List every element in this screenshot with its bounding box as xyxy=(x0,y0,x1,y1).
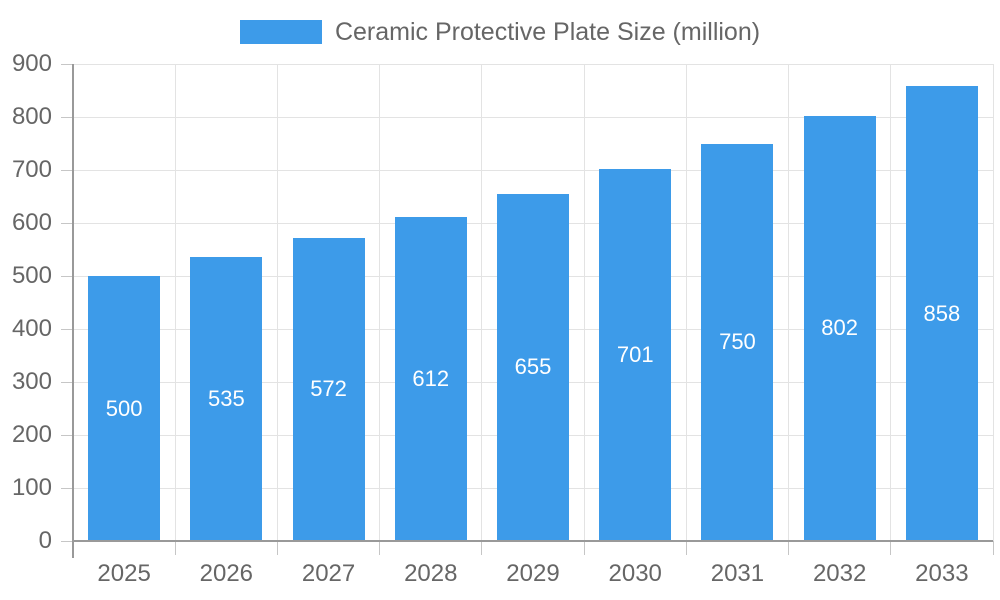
y-tick-label: 500 xyxy=(11,262,52,289)
v-gridline xyxy=(992,64,994,541)
y-axis-tick xyxy=(61,169,73,171)
bar-value-label: 500 xyxy=(105,395,143,421)
x-tick-label: 2031 xyxy=(710,560,765,587)
bar-2027[interactable]: 572 xyxy=(292,237,365,541)
x-tick-label: 2026 xyxy=(199,560,254,587)
x-tick-label: 2028 xyxy=(404,560,458,587)
bar-value-label: 612 xyxy=(412,365,450,391)
h-gridline xyxy=(73,169,993,171)
v-gridline xyxy=(174,64,176,541)
bar-2031[interactable]: 750 xyxy=(701,143,774,541)
bar-value-label: 535 xyxy=(207,386,245,412)
x-axis-tick xyxy=(276,541,278,555)
bar-2025[interactable]: 500 xyxy=(88,276,161,541)
y-axis-tick xyxy=(61,381,73,383)
h-gridline xyxy=(73,63,993,65)
y-tick-label: 200 xyxy=(11,421,52,448)
legend-swatch xyxy=(239,20,322,44)
x-axis-tick xyxy=(788,541,790,555)
y-tick-label: 900 xyxy=(11,50,52,77)
y-axis-tick xyxy=(61,540,73,542)
y-tick-label: 600 xyxy=(11,209,52,236)
y-axis-tick xyxy=(61,434,73,436)
bar-value-label: 802 xyxy=(821,315,859,341)
x-tick-label: 2030 xyxy=(608,560,662,587)
y-axis-line xyxy=(72,64,74,558)
v-gridline xyxy=(379,64,381,541)
legend-label: Ceramic Protective Plate Size (million) xyxy=(334,17,761,46)
x-axis-line xyxy=(73,540,993,542)
y-tick-label: 0 xyxy=(38,527,52,554)
x-tick-label: 2033 xyxy=(915,560,969,587)
y-tick-label: 300 xyxy=(11,368,52,395)
x-tick-label: 2029 xyxy=(506,560,560,587)
bar-2026[interactable]: 535 xyxy=(190,257,263,541)
legend-item[interactable]: Ceramic Protective Plate Size (million) xyxy=(0,16,1000,48)
bar-2032[interactable]: 802 xyxy=(803,115,876,541)
y-axis-tick xyxy=(61,116,73,118)
x-axis-tick xyxy=(583,541,585,555)
y-axis-tick xyxy=(61,63,73,65)
v-gridline xyxy=(583,64,585,541)
h-gridline xyxy=(73,116,993,118)
v-gridline xyxy=(788,64,790,541)
y-axis-tick xyxy=(61,222,73,224)
x-axis-tick xyxy=(685,541,687,555)
x-axis-tick xyxy=(379,541,381,555)
x-axis-tick xyxy=(481,541,483,555)
x-tick-label: 2032 xyxy=(812,560,867,587)
y-tick-label: 100 xyxy=(11,474,52,501)
bar-2030[interactable]: 701 xyxy=(599,169,672,541)
y-axis-tick xyxy=(61,275,73,277)
v-gridline xyxy=(890,64,892,541)
x-axis-tick xyxy=(174,541,176,555)
y-tick-label: 400 xyxy=(11,315,52,342)
x-tick-label: 2025 xyxy=(97,560,151,587)
y-tick-label: 700 xyxy=(11,156,52,183)
bar-2033[interactable]: 858 xyxy=(905,86,978,541)
y-tick-label: 800 xyxy=(11,103,52,130)
x-axis-tick xyxy=(890,541,892,555)
x-tick-label: 2027 xyxy=(301,560,356,587)
v-gridline xyxy=(276,64,278,541)
bar-value-label: 701 xyxy=(616,342,654,368)
bar-2029[interactable]: 655 xyxy=(497,193,569,541)
v-gridline xyxy=(481,64,483,541)
v-gridline xyxy=(685,64,687,541)
bar-2028[interactable]: 612 xyxy=(394,216,467,541)
x-axis-tick xyxy=(992,541,994,555)
y-axis-tick xyxy=(61,487,73,489)
y-axis-tick xyxy=(61,328,73,330)
bar-value-label: 858 xyxy=(923,300,961,326)
bar-value-label: 572 xyxy=(310,376,347,402)
bar-value-label: 655 xyxy=(514,354,552,380)
bar-value-label: 750 xyxy=(719,329,756,355)
